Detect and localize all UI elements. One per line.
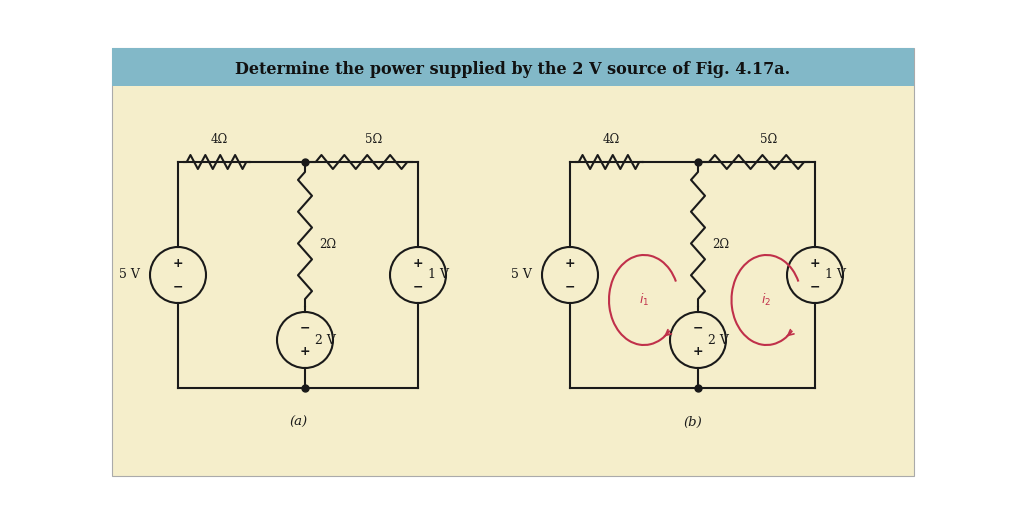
Text: (b): (b) xyxy=(683,416,701,429)
Text: +: + xyxy=(300,345,310,358)
Text: 1 V: 1 V xyxy=(428,269,449,281)
FancyBboxPatch shape xyxy=(112,48,914,476)
Text: $i_2$: $i_2$ xyxy=(762,292,771,308)
Text: 5 V: 5 V xyxy=(511,269,532,281)
Text: +: + xyxy=(564,257,575,270)
Text: −: − xyxy=(300,322,310,335)
Text: 2 V: 2 V xyxy=(315,333,336,346)
Text: −: − xyxy=(693,322,703,335)
Text: −: − xyxy=(810,280,820,293)
Text: 5Ω: 5Ω xyxy=(365,133,382,146)
Text: 2Ω: 2Ω xyxy=(319,238,336,251)
Text: $i_1$: $i_1$ xyxy=(639,292,649,308)
FancyBboxPatch shape xyxy=(112,48,914,86)
Text: +: + xyxy=(692,345,703,358)
Text: −: − xyxy=(565,280,575,293)
Text: 2Ω: 2Ω xyxy=(712,238,729,251)
Text: 5Ω: 5Ω xyxy=(760,133,777,146)
Text: (a): (a) xyxy=(289,416,307,429)
Text: 1 V: 1 V xyxy=(825,269,846,281)
Text: −: − xyxy=(173,280,183,293)
Text: +: + xyxy=(173,257,183,270)
Text: Determine the power supplied by the 2 V source of Fig. 4.17a.: Determine the power supplied by the 2 V … xyxy=(236,61,791,77)
Text: 4Ω: 4Ω xyxy=(603,133,621,146)
Text: 5 V: 5 V xyxy=(119,269,140,281)
Text: 4Ω: 4Ω xyxy=(210,133,227,146)
Text: 2 V: 2 V xyxy=(708,333,729,346)
Text: +: + xyxy=(810,257,820,270)
Text: −: − xyxy=(413,280,423,293)
Text: +: + xyxy=(413,257,423,270)
